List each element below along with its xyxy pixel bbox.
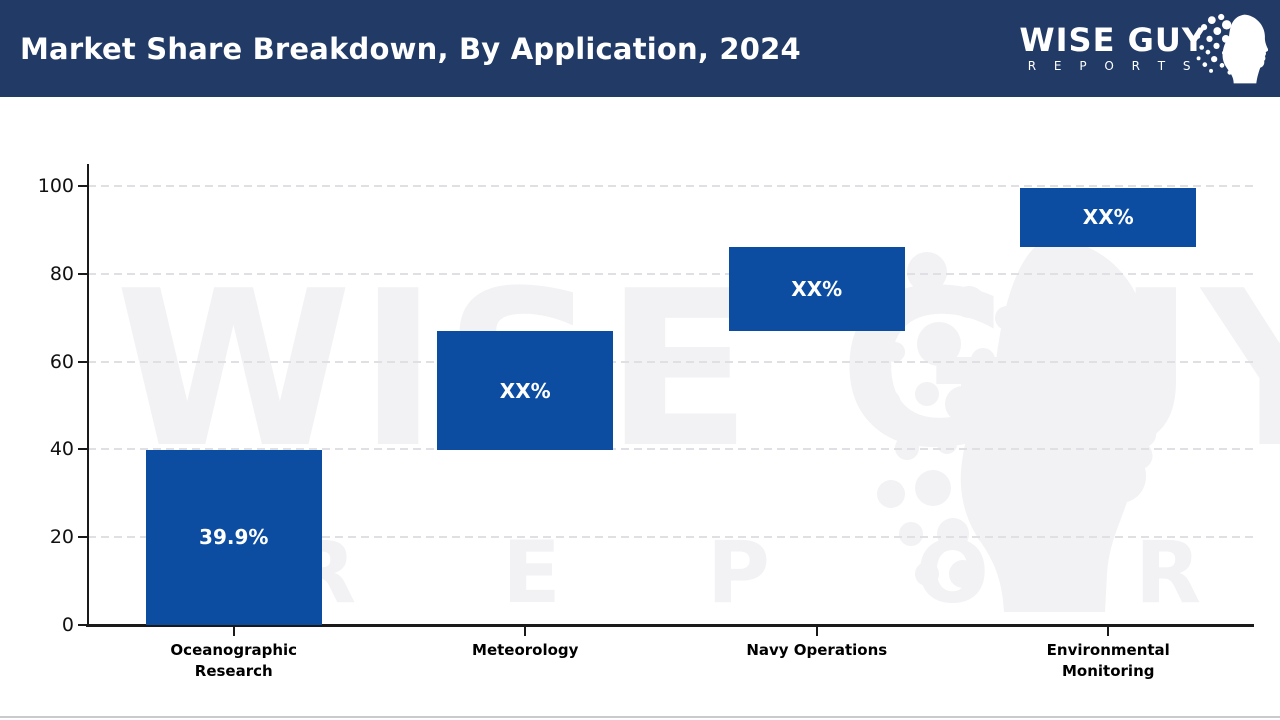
logo-wordmark: WISE GUY — [1019, 21, 1206, 59]
gridline-100 — [88, 185, 1254, 187]
category-label: Meteorology — [472, 641, 579, 659]
y-tick-label-40: 40 — [49, 438, 74, 461]
bar-value-label: XX% — [1082, 205, 1134, 230]
logo-subtext: R E P O R T S — [1027, 59, 1198, 73]
y-tick-60 — [78, 360, 87, 363]
y-tick-40 — [78, 448, 87, 451]
bar-value-label: XX% — [499, 378, 551, 403]
y-tick-label-60: 60 — [49, 350, 74, 373]
category-label: Environmental Monitoring — [1046, 641, 1170, 680]
bar-segment: XX% — [728, 246, 905, 332]
y-tick-100 — [78, 185, 87, 187]
gridline-40 — [88, 448, 1254, 451]
y-axis-spine — [87, 164, 89, 627]
category-label: Oceanographic Research — [170, 641, 298, 680]
bar-segment: XX% — [437, 331, 614, 450]
y-tick-label-80: 80 — [49, 262, 74, 285]
wiseguy-logo: WISE GUY R E P O R T S — [1019, 7, 1268, 91]
y-tick-label-0: 0 — [61, 614, 74, 636]
x-axis-line — [86, 624, 1254, 627]
y-tick-label-20: 20 — [49, 526, 74, 549]
page-title: Market Share Breakdown, By Application, … — [20, 31, 801, 66]
y-tick-80 — [78, 272, 87, 275]
gridline-60 — [88, 360, 1254, 363]
gridline-20 — [88, 536, 1254, 539]
x-tick — [815, 627, 818, 636]
bar-segment: 39.9% — [145, 449, 322, 625]
bar-value-label: XX% — [791, 276, 843, 301]
x-tick — [232, 627, 235, 636]
footer-divider — [0, 716, 1280, 718]
category-label: Navy Operations — [746, 641, 888, 659]
logo-text: WISE GUY R E P O R T S — [1019, 24, 1206, 73]
header-bar: Market Share Breakdown, By Application, … — [0, 0, 1280, 97]
x-tick — [1107, 627, 1110, 636]
bar-value-label: 39.9% — [199, 525, 269, 550]
bar-segment: XX% — [1020, 187, 1197, 247]
logo-face-icon — [1195, 13, 1268, 83]
y-tick-20 — [78, 536, 87, 539]
x-tick — [524, 627, 527, 636]
gridline-80 — [88, 272, 1254, 275]
watermark-face-icon — [869, 238, 1166, 612]
y-tick-0 — [78, 624, 87, 626]
y-tick-label-100: 100 — [37, 175, 74, 197]
